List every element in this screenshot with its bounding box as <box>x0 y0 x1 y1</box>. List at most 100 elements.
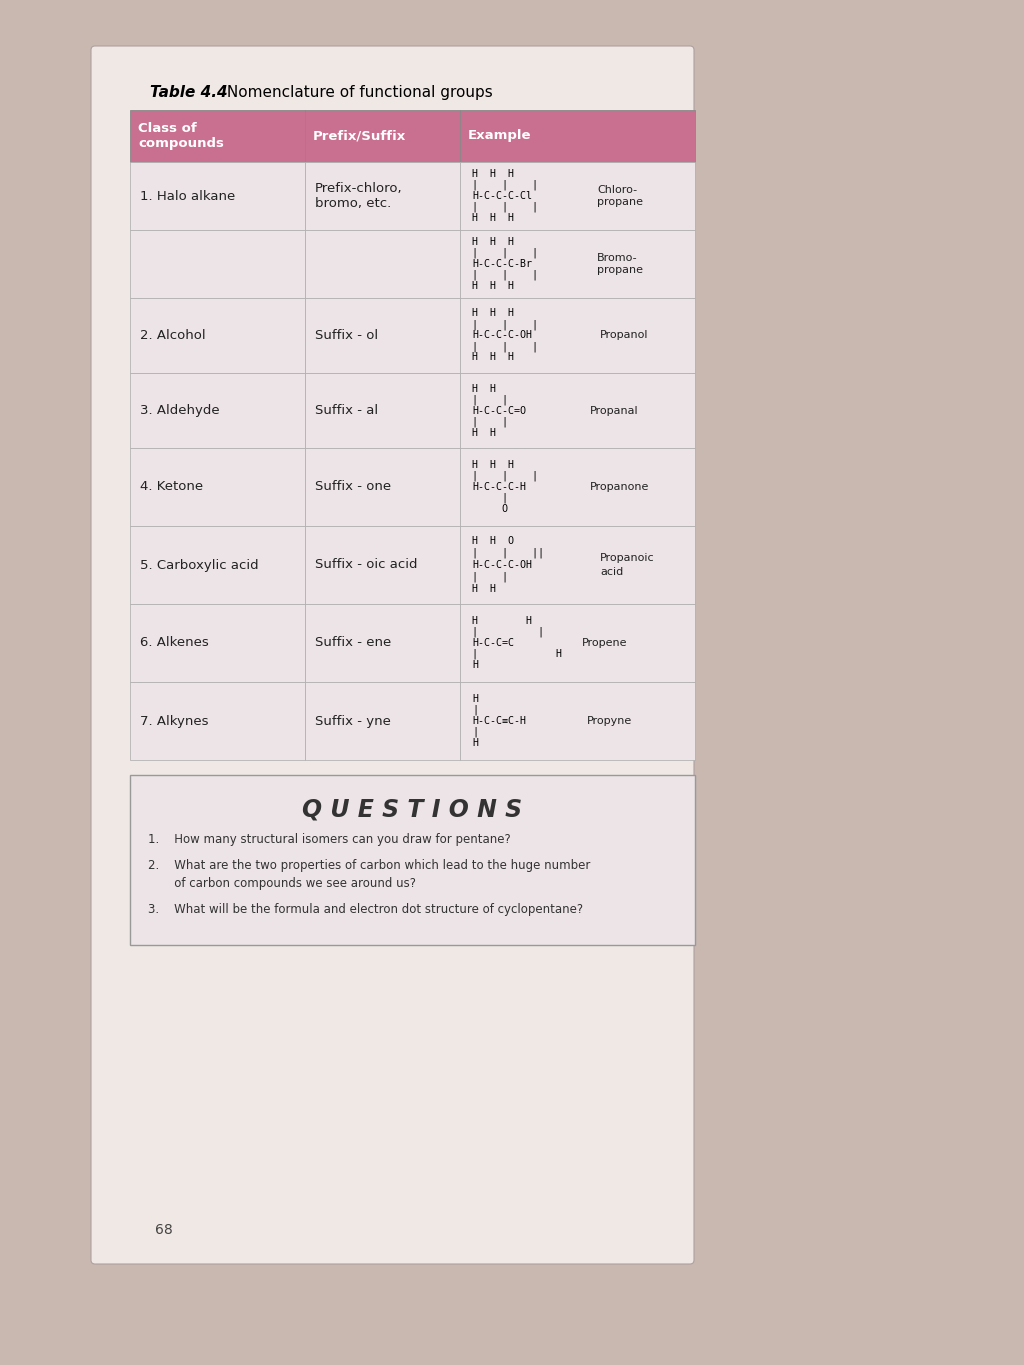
Bar <box>305 162 460 229</box>
Text: Propanone: Propanone <box>590 482 649 491</box>
Bar <box>460 298 695 373</box>
Text: 2. Alcohol: 2. Alcohol <box>140 329 206 343</box>
Bar <box>460 526 695 603</box>
Bar <box>305 526 460 603</box>
Text: Propanal: Propanal <box>590 405 639 415</box>
Bar <box>130 682 305 760</box>
Text: |    |    |: | | | <box>472 180 538 190</box>
Text: H-C-C-C-Br: H-C-C-C-Br <box>472 259 532 269</box>
Text: Propyne: Propyne <box>587 717 632 726</box>
Bar <box>460 682 695 760</box>
Text: |    |    ||: | | || <box>472 547 544 558</box>
Text: H  H  H: H H H <box>472 213 514 222</box>
Text: 3.    What will be the formula and electron dot structure of cyclopentane?: 3. What will be the formula and electron… <box>148 904 583 916</box>
Bar <box>460 162 695 229</box>
Text: acid: acid <box>600 566 624 577</box>
Text: Suffix - al: Suffix - al <box>315 404 378 416</box>
Bar <box>460 603 695 682</box>
Text: 1.    How many structural isomers can you draw for pentane?: 1. How many structural isomers can you d… <box>148 833 511 846</box>
Text: Table 4.4: Table 4.4 <box>150 85 227 100</box>
Text: |    |    |: | | | <box>472 202 538 212</box>
Text: H-C-C-C-H: H-C-C-C-H <box>472 482 526 491</box>
Bar <box>305 111 460 162</box>
Text: Suffix - ene: Suffix - ene <box>315 636 391 650</box>
Text: 3. Aldehyde: 3. Aldehyde <box>140 404 219 416</box>
Text: Prefix-chloro,
bromo, etc.: Prefix-chloro, bromo, etc. <box>315 182 402 210</box>
Text: H-C-C≡C-H: H-C-C≡C-H <box>472 717 526 726</box>
Bar <box>130 526 305 603</box>
Bar <box>130 298 305 373</box>
Bar <box>305 448 460 526</box>
Bar <box>305 603 460 682</box>
Text: H-C-C-C=O: H-C-C-C=O <box>472 405 526 415</box>
Text: |    |: | | <box>472 416 508 427</box>
Text: H  H  O: H H O <box>472 536 514 546</box>
Text: Suffix - one: Suffix - one <box>315 480 391 494</box>
Text: |             H: | H <box>472 648 562 659</box>
FancyBboxPatch shape <box>91 46 694 1264</box>
Text: 6. Alkenes: 6. Alkenes <box>140 636 209 650</box>
Text: H  H  H: H H H <box>472 308 514 318</box>
Text: 2.    What are the two properties of carbon which lead to the huge number: 2. What are the two properties of carbon… <box>148 859 591 872</box>
Text: |    |    |: | | | <box>472 270 538 280</box>
Bar <box>130 448 305 526</box>
Bar <box>130 229 305 298</box>
Text: Bromo-: Bromo- <box>597 253 638 263</box>
Text: Suffix - yne: Suffix - yne <box>315 714 391 728</box>
Text: H  H: H H <box>472 384 496 393</box>
Text: Propanoic: Propanoic <box>600 553 654 562</box>
Text: |    |    |: | | | <box>472 341 538 352</box>
Bar <box>305 298 460 373</box>
Bar <box>460 448 695 526</box>
Text: Prefix/Suffix: Prefix/Suffix <box>313 130 407 142</box>
Text: |    |    |: | | | <box>472 319 538 330</box>
Bar <box>305 373 460 448</box>
Text: |: | <box>472 726 478 737</box>
Text: propane: propane <box>597 265 643 274</box>
Bar <box>130 162 305 229</box>
Text: H  H  H: H H H <box>472 169 514 179</box>
Bar <box>130 373 305 448</box>
Text: Class of
compounds: Class of compounds <box>138 121 224 150</box>
Bar <box>130 603 305 682</box>
Text: |    |    |: | | | <box>472 248 538 258</box>
Text: Propanol: Propanol <box>600 330 648 340</box>
Bar <box>305 229 460 298</box>
Text: Q U E S T I O N S: Q U E S T I O N S <box>302 797 522 820</box>
Text: H        H: H H <box>472 616 532 627</box>
Text: 68: 68 <box>155 1223 173 1237</box>
Text: 7. Alkynes: 7. Alkynes <box>140 714 209 728</box>
Text: Nomenclature of functional groups: Nomenclature of functional groups <box>222 85 493 100</box>
Text: 1. Halo alkane: 1. Halo alkane <box>140 190 236 202</box>
Text: H-C-C=C: H-C-C=C <box>472 637 514 648</box>
Text: H: H <box>472 661 478 670</box>
Text: H  H  H: H H H <box>472 460 514 470</box>
Text: H  H: H H <box>472 584 496 594</box>
Text: of carbon compounds we see around us?: of carbon compounds we see around us? <box>148 876 416 890</box>
Text: H  H  H: H H H <box>472 352 514 363</box>
Bar <box>460 373 695 448</box>
Text: |: | <box>472 704 478 715</box>
Text: |    |: | | <box>472 394 508 405</box>
Text: H  H  H: H H H <box>472 238 514 247</box>
Text: H  H: H H <box>472 427 496 438</box>
Text: |          |: | | <box>472 627 544 637</box>
Text: H: H <box>472 693 478 704</box>
Text: |    |    |: | | | <box>472 471 538 482</box>
Bar <box>305 682 460 760</box>
Bar <box>130 775 695 945</box>
Bar <box>460 111 695 162</box>
Text: H-C-C-C-OH: H-C-C-C-OH <box>472 330 532 340</box>
Text: propane: propane <box>597 197 643 207</box>
Text: Chloro-: Chloro- <box>597 186 637 195</box>
Text: H-C-C-C-Cl: H-C-C-C-Cl <box>472 191 532 201</box>
Text: |: | <box>472 493 508 504</box>
Bar <box>130 111 305 162</box>
Text: Suffix - oic acid: Suffix - oic acid <box>315 558 418 572</box>
Text: 4. Ketone: 4. Ketone <box>140 480 203 494</box>
Text: H-C-C-C-OH: H-C-C-C-OH <box>472 560 532 571</box>
Text: Propene: Propene <box>582 637 628 648</box>
Text: 5. Carboxylic acid: 5. Carboxylic acid <box>140 558 259 572</box>
Text: |    |: | | <box>472 572 508 583</box>
Text: Example: Example <box>468 130 531 142</box>
